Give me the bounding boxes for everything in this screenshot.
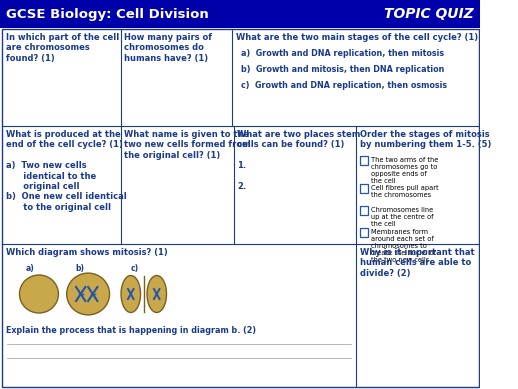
Ellipse shape <box>20 275 59 313</box>
Text: Cell fibres pull apart
the chromosomes: Cell fibres pull apart the chromosomes <box>371 185 439 198</box>
Ellipse shape <box>121 275 140 312</box>
Text: Membranes form
around each set of
chromosomes to
create the nuclei of
the two ne: Membranes form around each set of chromo… <box>371 229 436 263</box>
Bar <box>360 206 368 215</box>
Text: What are two places stem
cells can be found? (1)

1.

2.: What are two places stem cells can be fo… <box>237 130 361 191</box>
Text: Why is it important that
human cells are able to
divide? (2): Why is it important that human cells are… <box>360 248 474 278</box>
Bar <box>360 156 368 165</box>
Ellipse shape <box>67 273 109 315</box>
Text: Chromosomes line
up at the centre of
the cell: Chromosomes line up at the centre of the… <box>371 207 434 227</box>
Bar <box>360 184 368 193</box>
Text: a)  Growth and DNA replication, then mitosis: a) Growth and DNA replication, then mito… <box>241 49 444 58</box>
Text: Which diagram shows mitosis? (1): Which diagram shows mitosis? (1) <box>6 248 167 257</box>
Ellipse shape <box>147 275 166 312</box>
Text: b): b) <box>75 264 84 273</box>
Text: b)  Growth and mitosis, then DNA replication: b) Growth and mitosis, then DNA replicat… <box>241 65 444 74</box>
Text: TOPIC QUIZ: TOPIC QUIZ <box>384 7 474 21</box>
Text: c)  Growth and DNA replication, then osmosis: c) Growth and DNA replication, then osmo… <box>241 81 447 90</box>
Text: The two arms of the
chromosomes go to
opposite ends of
the cell: The two arms of the chromosomes go to op… <box>371 157 438 184</box>
Text: Explain the process that is happening in diagram b. (2): Explain the process that is happening in… <box>6 326 256 335</box>
Text: c): c) <box>131 264 139 273</box>
Text: What are the two main stages of the cell cycle? (1): What are the two main stages of the cell… <box>236 33 478 42</box>
Text: a): a) <box>26 264 35 273</box>
Text: What is produced at the
end of the cell cycle? (1)

a)  Two new cells
      iden: What is produced at the end of the cell … <box>6 130 126 212</box>
Text: GCSE Biology: Cell Division: GCSE Biology: Cell Division <box>7 7 209 21</box>
Bar <box>360 228 368 237</box>
Text: In which part of the cell
are chromosomes
found? (1): In which part of the cell are chromosome… <box>6 33 119 63</box>
Bar <box>0 0 481 28</box>
Text: How many pairs of
chromosomes do
humans have? (1): How many pairs of chromosomes do humans … <box>124 33 212 63</box>
Text: What name is given to the
two new cells formed from
the original cell? (1): What name is given to the two new cells … <box>124 130 251 160</box>
Text: Order the stages of mitosis
by numbering them 1-5. (5): Order the stages of mitosis by numbering… <box>360 130 491 149</box>
